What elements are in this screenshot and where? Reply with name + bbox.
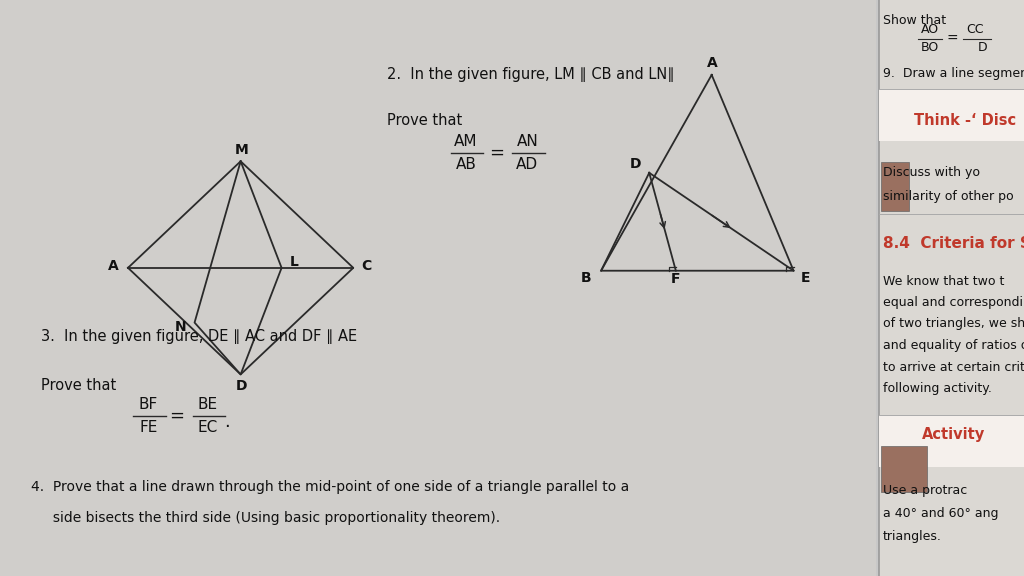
Text: B: B: [582, 271, 592, 285]
Text: Show that: Show that: [883, 14, 946, 26]
Text: =: =: [489, 143, 504, 162]
Text: BE: BE: [198, 397, 218, 412]
Text: following activity.: following activity.: [883, 382, 991, 395]
Text: AD: AD: [516, 157, 539, 172]
Text: M: M: [234, 143, 249, 157]
Text: triangles.: triangles.: [883, 530, 941, 543]
Text: to arrive at certain criter: to arrive at certain criter: [883, 361, 1024, 374]
Text: and equality of ratios of t: and equality of ratios of t: [883, 339, 1024, 352]
Text: side bisects the third side (Using basic proportionality theorem).: side bisects the third side (Using basic…: [31, 511, 500, 525]
Text: D: D: [978, 41, 988, 54]
Text: 9.  Draw a line segment: 9. Draw a line segment: [883, 67, 1024, 80]
Text: Think -‘ Disc: Think -‘ Disc: [914, 113, 1017, 128]
Text: AB: AB: [456, 157, 476, 172]
FancyBboxPatch shape: [879, 415, 1024, 467]
FancyBboxPatch shape: [881, 162, 909, 211]
Text: =: =: [169, 407, 183, 425]
Text: Use a protrac: Use a protrac: [883, 484, 967, 497]
Text: similarity of other po: similarity of other po: [883, 191, 1014, 203]
Text: AN: AN: [516, 134, 539, 149]
Text: AM: AM: [455, 134, 477, 149]
Text: A: A: [708, 56, 718, 70]
FancyBboxPatch shape: [879, 89, 1024, 141]
Text: 2.  In the given figure, LM ∥ CB and LN∥: 2. In the given figure, LM ∥ CB and LN∥: [387, 67, 675, 82]
Text: a 40° and 60° ang: a 40° and 60° ang: [883, 507, 998, 520]
Text: BF: BF: [139, 397, 158, 412]
Text: BO: BO: [921, 41, 939, 54]
Text: D: D: [630, 157, 641, 171]
Text: C: C: [361, 259, 372, 273]
Text: AO: AO: [921, 24, 939, 36]
Text: equal and corresponding s: equal and corresponding s: [883, 296, 1024, 309]
Text: CC: CC: [966, 24, 984, 36]
Text: of two triangles, we shou: of two triangles, we shou: [883, 317, 1024, 330]
Text: .: .: [224, 412, 230, 431]
Text: We know that two t: We know that two t: [883, 275, 1005, 287]
Text: Activity: Activity: [922, 427, 985, 442]
Text: 3.  In the given figure, DE ∥ AC and DF ∥ AE: 3. In the given figure, DE ∥ AC and DF ∥…: [41, 329, 357, 344]
Text: 4.  Prove that a line drawn through the mid-point of one side of a triangle para: 4. Prove that a line drawn through the m…: [31, 480, 629, 494]
FancyBboxPatch shape: [881, 446, 927, 492]
Text: E: E: [801, 271, 810, 285]
FancyBboxPatch shape: [879, 0, 1024, 576]
Text: L: L: [290, 255, 299, 269]
Text: A: A: [109, 259, 119, 273]
FancyBboxPatch shape: [0, 0, 876, 576]
Text: Prove that: Prove that: [387, 113, 462, 128]
Text: N: N: [175, 320, 186, 334]
Text: =: =: [946, 32, 958, 46]
Text: D: D: [236, 379, 248, 393]
Text: Prove that: Prove that: [41, 378, 116, 393]
Text: 8.4  Criteria for S: 8.4 Criteria for S: [883, 236, 1024, 251]
Text: F: F: [671, 272, 681, 286]
Text: Discuss with yo: Discuss with yo: [883, 166, 980, 179]
Text: FE: FE: [139, 420, 158, 435]
Text: EC: EC: [198, 420, 218, 435]
